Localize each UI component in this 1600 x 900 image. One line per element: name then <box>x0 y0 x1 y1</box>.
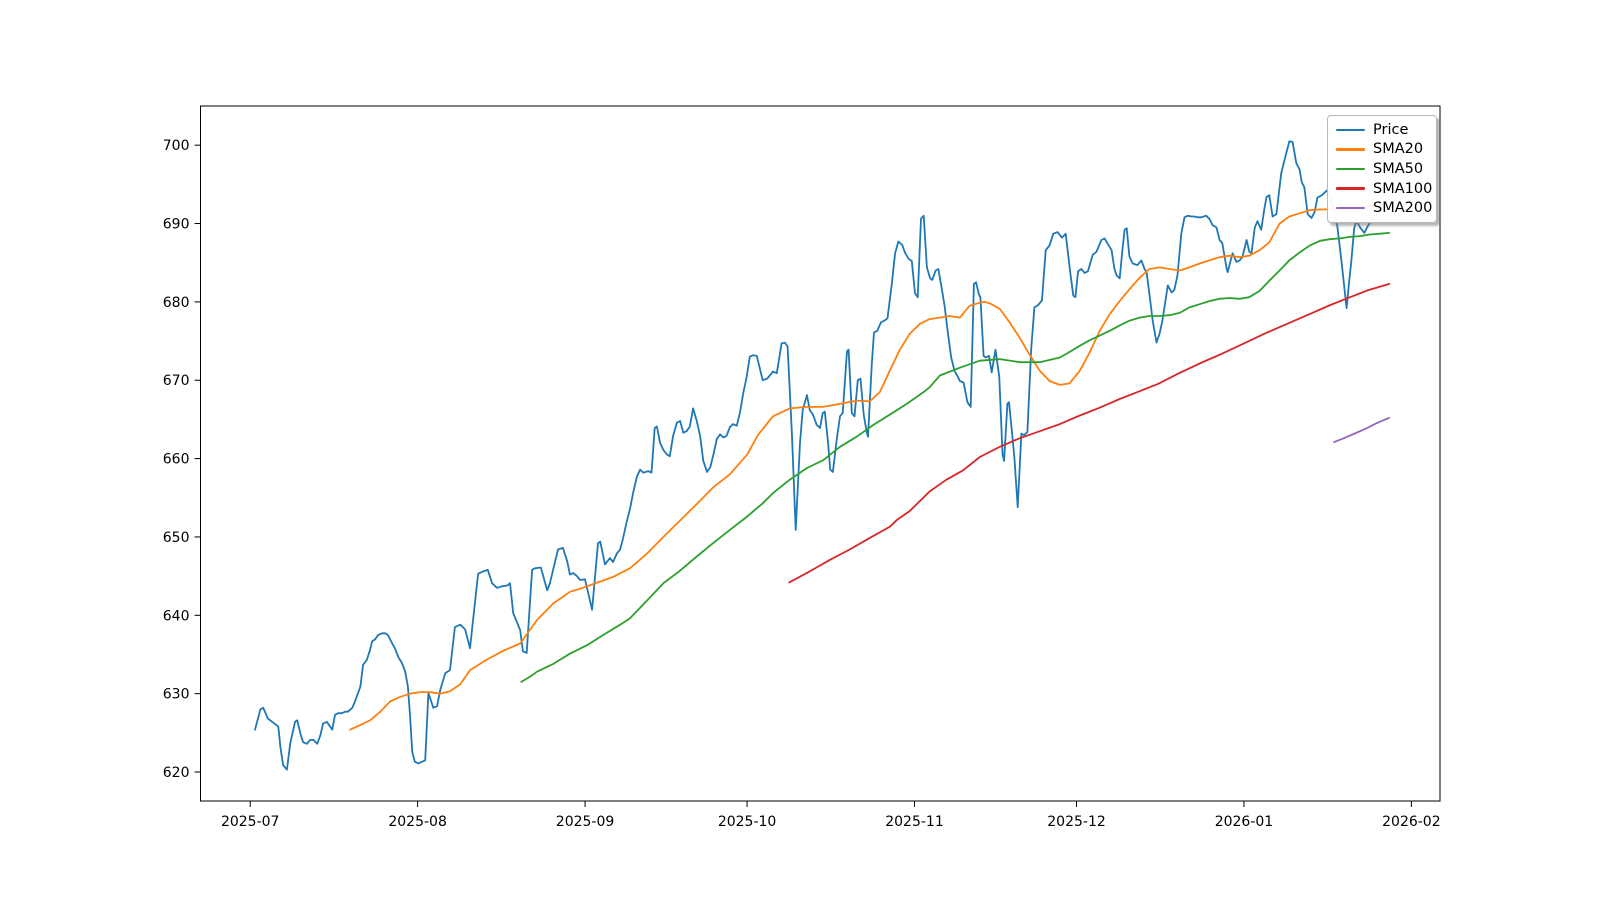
y-tick-label: 640 <box>163 608 190 624</box>
sma50-line-sample <box>1336 167 1365 171</box>
legend-item-sma50: SMA50 <box>1336 159 1430 179</box>
legend-label: SMA100 <box>1373 180 1433 197</box>
y-tick-label: 680 <box>163 295 190 311</box>
series-line-sma20 <box>349 202 1391 731</box>
series-line-price <box>254 140 1391 771</box>
price-line-sample <box>1336 128 1365 132</box>
x-tick-label: 2025-09 <box>556 814 615 830</box>
series-line-sma100 <box>788 282 1391 584</box>
legend-item-price: Price <box>1336 120 1430 140</box>
x-tick-label: 2026-02 <box>1382 814 1441 830</box>
legend: Price SMA20 SMA50 SMA100 SMA200 <box>1327 115 1437 223</box>
legend-item-sma200: SMA200 <box>1336 198 1433 218</box>
legend-label: Price <box>1373 121 1409 138</box>
plot-border <box>200 105 1441 802</box>
series-line-sma200 <box>1333 416 1391 444</box>
legend-item-sma100: SMA100 <box>1336 179 1433 199</box>
x-tick-label: 2025-07 <box>221 814 280 830</box>
y-tick-label: 670 <box>163 373 190 389</box>
y-tick-label: 650 <box>163 530 190 546</box>
y-tick-label: 620 <box>163 765 190 781</box>
legend-label: SMA20 <box>1373 141 1424 158</box>
y-tick-label: 700 <box>163 138 190 154</box>
legend-label: SMA200 <box>1373 200 1433 217</box>
sma20-line-sample <box>1336 148 1365 151</box>
sma100-line-sample <box>1336 187 1365 190</box>
y-tick-label: 660 <box>163 452 190 468</box>
sma200-line-sample <box>1336 206 1365 210</box>
x-tick-label: 2025-08 <box>388 814 447 830</box>
y-tick-label: 690 <box>163 217 190 233</box>
legend-item-sma20: SMA20 <box>1336 140 1430 160</box>
x-tick-label: 2025-12 <box>1047 814 1106 830</box>
x-tick-label: 2025-11 <box>885 814 944 830</box>
legend-label: SMA50 <box>1373 160 1424 177</box>
x-tick-label: 2025-10 <box>718 814 777 830</box>
series-line-sma50 <box>520 231 1391 683</box>
x-tick-label: 2026-01 <box>1215 814 1274 830</box>
y-tick-label: 630 <box>163 687 190 703</box>
